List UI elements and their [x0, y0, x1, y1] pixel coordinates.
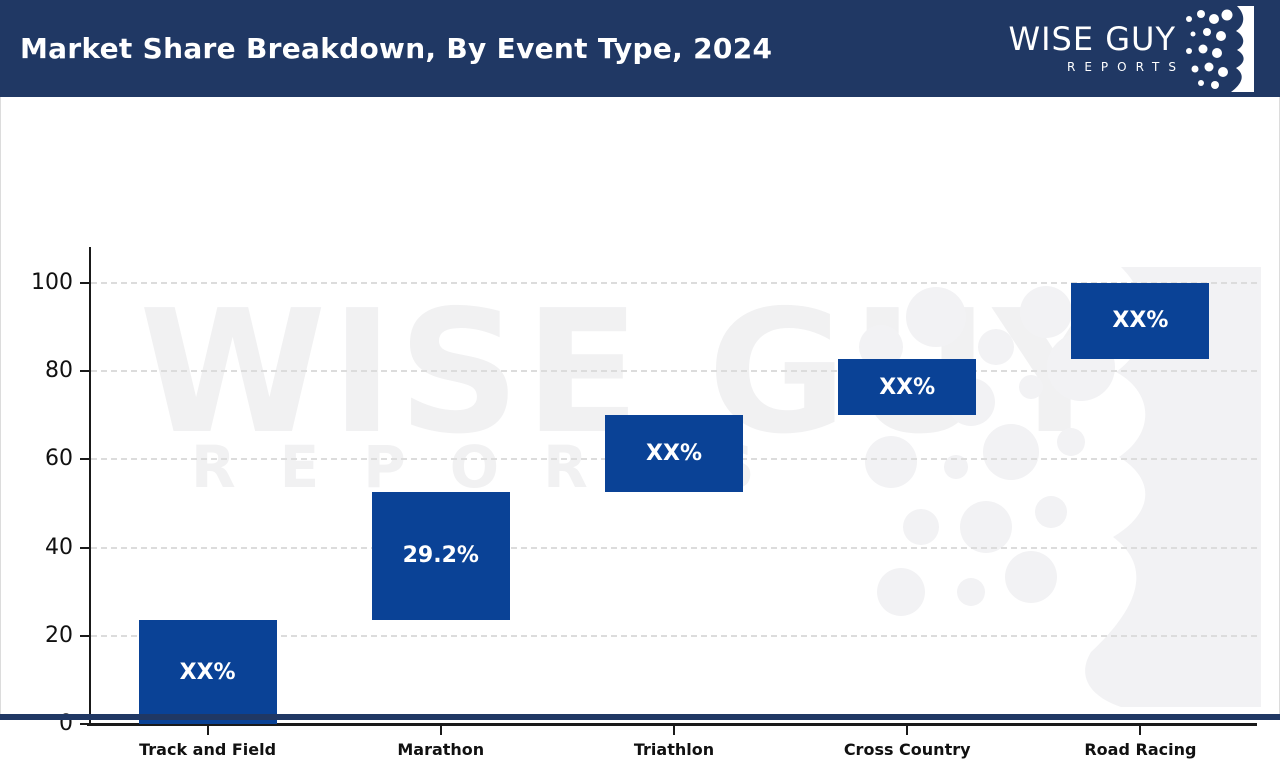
gridline — [91, 282, 1257, 284]
y-tick-label: 100 — [31, 270, 73, 295]
wise-guy-reports-logo: WISE GUY REPORTS — [1008, 5, 1254, 92]
logo-wordmark: WISE GUY REPORTS — [1008, 23, 1176, 74]
y-tick-mark — [80, 458, 89, 461]
x-tick-label: Triathlon — [633, 740, 715, 759]
x-tick-label: Marathon — [397, 740, 485, 759]
x-tick-mark — [439, 726, 442, 735]
x-tick-mark — [906, 726, 909, 735]
page-title: Market Share Breakdown, By Event Type, 2… — [20, 32, 773, 65]
x-tick-mark — [673, 726, 675, 735]
plot-area: 0 20 40 60 80 100 XX% Track and Field 29.2% Marat… — [31, 247, 1257, 759]
bar-label: 29.2% — [402, 543, 479, 569]
y-tick-mark — [80, 546, 89, 549]
bar-label: XX% — [1112, 308, 1169, 334]
bar-label: XX% — [646, 440, 702, 466]
x-tick-label: Road Racing — [1084, 740, 1197, 759]
y-axis-spine — [89, 247, 91, 725]
logo-line1: WISE GUY — [1008, 20, 1176, 58]
logo-face-icon — [1186, 5, 1254, 92]
x-tick-mark — [1139, 726, 1142, 735]
y-tick-mark — [80, 723, 89, 725]
bar: 29.2% — [371, 491, 510, 621]
y-tick-label: 60 — [45, 446, 73, 472]
x-tick-label: Track and Field — [139, 740, 277, 759]
logo-line2: REPORTS — [1066, 60, 1185, 74]
gridline — [91, 370, 1257, 373]
x-tick-mark — [206, 726, 209, 735]
y-tick-label: 80 — [45, 358, 73, 384]
x-tick-label: Cross Country — [843, 740, 971, 759]
gridline — [91, 546, 1257, 549]
y-tick-mark — [80, 370, 89, 373]
header: Market Share Breakdown, By Event Type, 2… — [0, 0, 1280, 97]
y-tick-mark — [80, 634, 89, 637]
bar: XX% — [138, 620, 277, 724]
chart-area: WISE GUY REPORTS 0 20 40 60 80 100 XX% Track an… — [0, 97, 1280, 759]
y-tick-label: 20 — [45, 622, 73, 648]
gridline — [91, 634, 1257, 637]
bar-label: XX% — [179, 659, 236, 685]
bar: XX% — [838, 358, 977, 416]
y-tick-label: 40 — [45, 534, 73, 560]
bar: XX% — [605, 415, 743, 492]
y-tick-mark — [80, 282, 89, 284]
bar-label: XX% — [879, 374, 936, 400]
bar: XX% — [1071, 283, 1210, 359]
footer-bar — [0, 714, 1280, 720]
